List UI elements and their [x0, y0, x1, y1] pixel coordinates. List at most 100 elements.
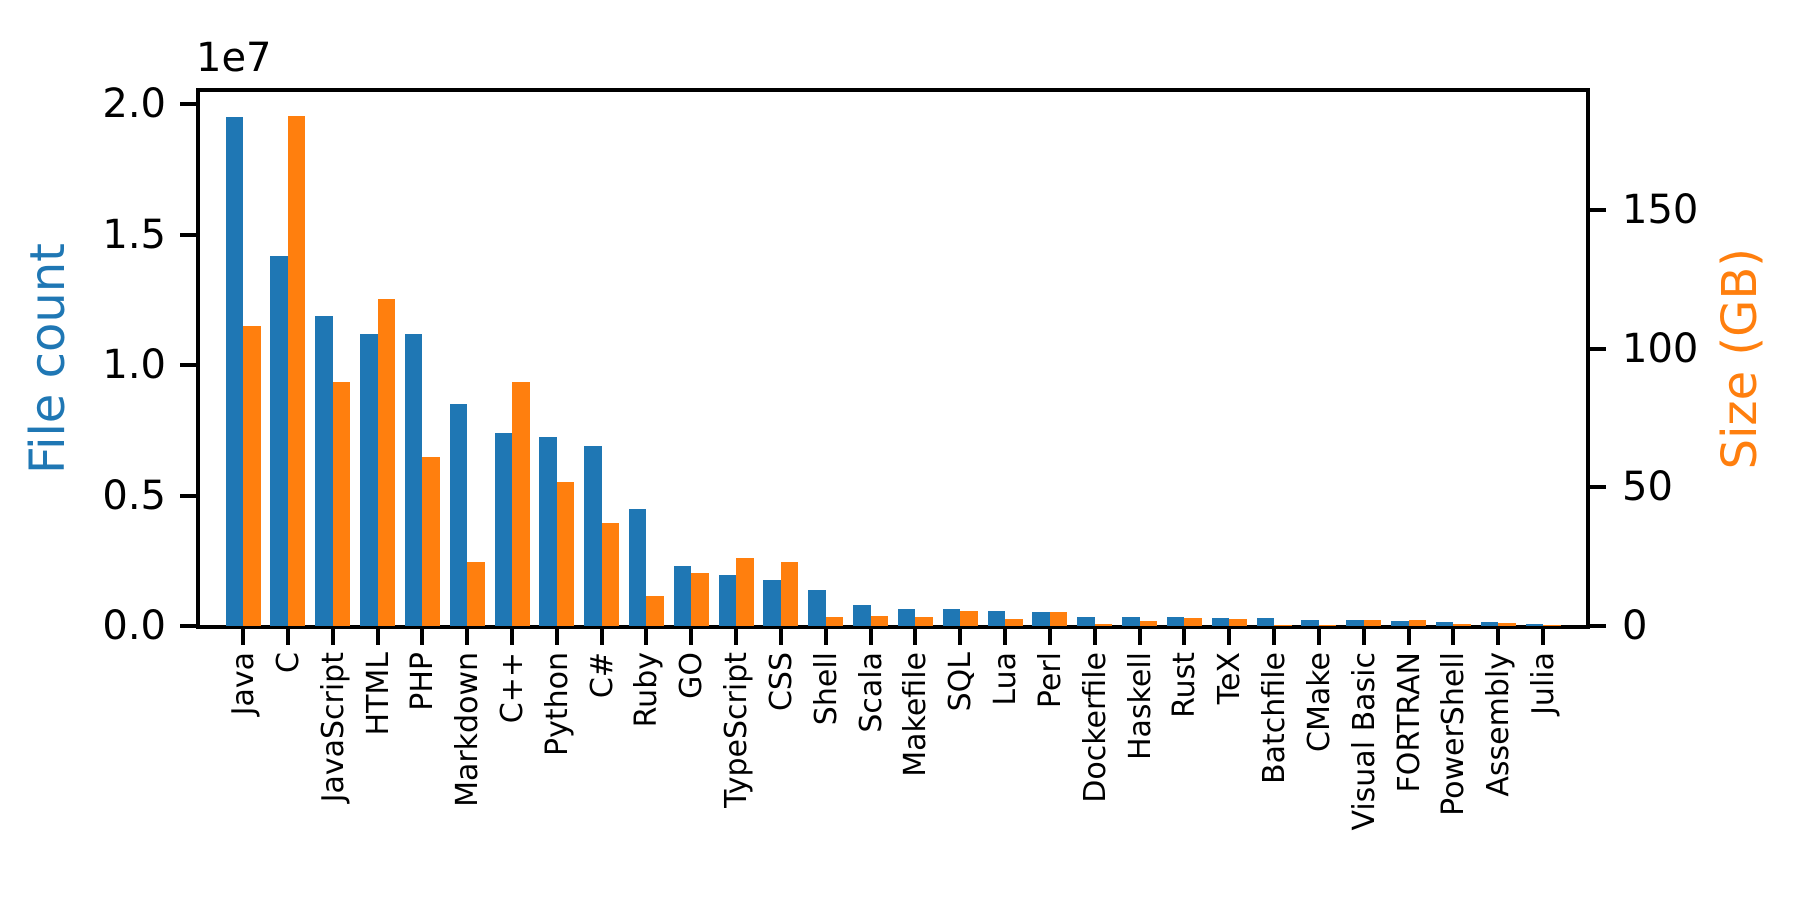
size-bar	[601, 523, 620, 626]
x-tick-label: Makefile	[898, 652, 934, 777]
file-count-bar	[539, 436, 557, 626]
size-bar	[243, 326, 261, 626]
x-tick-label: Lua	[988, 652, 1024, 706]
size-bar	[512, 381, 530, 626]
size-bar	[691, 573, 709, 626]
x-tick-label: Haskell	[1122, 652, 1158, 761]
x-tick-label: JavaScript	[315, 652, 351, 803]
x-tick	[689, 629, 694, 645]
size-bar	[556, 481, 575, 626]
x-tick-label: FORTRAN	[1391, 652, 1427, 793]
file-count-bar	[628, 508, 647, 626]
x-tick-label: Markdown	[450, 652, 486, 807]
x-tick	[554, 629, 559, 645]
file-count-bar	[1346, 620, 1364, 626]
y-tick-label-right: 50	[1622, 464, 1673, 511]
file-count-bar	[1032, 612, 1050, 626]
file-count-bar	[1525, 623, 1543, 626]
x-tick	[1316, 629, 1321, 645]
x-tick-label: Rust	[1167, 652, 1203, 718]
x-tick-label: CSS	[763, 652, 799, 712]
y-tick-right	[1590, 207, 1606, 212]
size-bar	[332, 381, 351, 626]
y-tick-left	[180, 232, 196, 237]
x-tick	[734, 629, 739, 645]
file-count-bar	[270, 255, 288, 626]
x-tick	[330, 629, 335, 645]
x-tick-label: CMake	[1301, 652, 1337, 752]
size-bar	[422, 456, 440, 626]
x-tick	[241, 629, 245, 645]
right-axis-title: Size (GB)	[1712, 247, 1768, 470]
x-tick-label: TeX	[1212, 652, 1248, 705]
x-tick	[420, 629, 425, 645]
y-tick-left	[180, 102, 196, 107]
file-count-bar	[315, 315, 333, 626]
x-tick	[1003, 629, 1008, 645]
x-tick	[1182, 629, 1187, 645]
file-count-bar	[1077, 616, 1095, 626]
x-tick	[1496, 629, 1501, 645]
file-count-bar	[449, 404, 468, 626]
x-tick	[913, 629, 918, 645]
x-tick	[1047, 629, 1052, 645]
size-bar	[646, 595, 664, 626]
file-count-bar	[225, 117, 243, 626]
file-count-bar	[404, 333, 423, 626]
file-count-bar	[1211, 618, 1230, 626]
file-count-bar	[987, 610, 1006, 626]
y-tick-left	[180, 624, 196, 628]
left-axis-title-box: File count	[16, 90, 80, 627]
y-tick-label-right: 100	[1622, 325, 1699, 372]
file-count-bar	[897, 608, 916, 626]
x-tick	[1137, 629, 1142, 645]
x-tick	[644, 629, 649, 645]
x-tick	[868, 629, 873, 645]
size-bar	[1543, 625, 1561, 626]
file-count-bar	[1435, 621, 1454, 626]
x-tick	[465, 629, 470, 645]
x-tick-label: C	[270, 652, 306, 673]
x-tick	[375, 629, 380, 645]
size-bar	[915, 617, 933, 626]
x-tick	[1451, 629, 1456, 645]
x-tick	[778, 629, 783, 645]
size-bar	[825, 617, 844, 626]
y-tick-label-right: 0	[1622, 603, 1648, 649]
x-tick-label: Scala	[853, 652, 889, 733]
size-bar	[1139, 620, 1158, 626]
x-tick-label: PHP	[405, 652, 441, 711]
right-axis-title-box: Size (GB)	[1708, 90, 1772, 627]
x-tick	[1272, 629, 1276, 645]
file-count-bar	[808, 589, 826, 626]
x-tick-label: TypeScript	[719, 652, 755, 808]
file-count-bar	[1301, 620, 1319, 626]
y-tick-right	[1590, 624, 1606, 628]
file-count-bar	[1166, 616, 1185, 626]
size-bar	[1318, 624, 1337, 626]
size-bar	[960, 610, 978, 626]
left-axis-title: File count	[20, 243, 76, 474]
plot-bottom-spine	[196, 625, 1590, 629]
y-tick-right	[1590, 485, 1606, 490]
size-bar	[1453, 624, 1471, 626]
x-tick-label: Java	[226, 652, 261, 716]
y-tick-label-left: 0.5	[102, 472, 166, 519]
y-tick-label-left: 1.0	[102, 342, 166, 389]
size-bar	[870, 615, 889, 626]
size-bar	[1274, 624, 1292, 626]
y-tick-left	[180, 493, 196, 498]
size-bar	[780, 562, 799, 626]
x-tick	[285, 629, 290, 645]
y-tick-label-left: 0.0	[102, 603, 166, 649]
x-tick-label: GO	[674, 652, 710, 699]
x-tick-label: Perl	[1032, 652, 1068, 709]
y-tick-left	[180, 363, 196, 368]
x-tick	[1361, 629, 1366, 645]
x-tick-label: C++	[495, 652, 530, 724]
x-tick	[599, 629, 604, 645]
y-tick-label-left: 1.5	[102, 211, 166, 258]
file-count-bar	[360, 333, 378, 626]
file-count-bar	[942, 608, 961, 626]
